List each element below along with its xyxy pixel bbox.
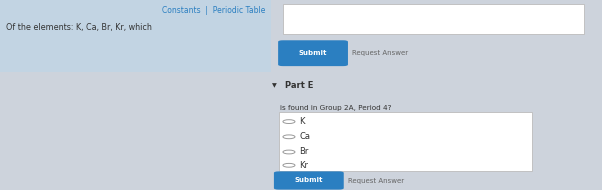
Text: Br: Br [299, 147, 309, 157]
Text: is found in Group 2A, Period 4?: is found in Group 2A, Period 4? [280, 105, 391, 111]
Text: Kr: Kr [299, 161, 308, 170]
Text: Request Answer: Request Answer [348, 177, 404, 184]
Text: Submit: Submit [299, 50, 327, 56]
FancyBboxPatch shape [283, 4, 584, 34]
FancyBboxPatch shape [278, 40, 348, 66]
Text: K: K [299, 117, 305, 126]
FancyBboxPatch shape [279, 112, 532, 171]
Text: Submit: Submit [294, 177, 323, 184]
Text: ▼: ▼ [272, 83, 276, 88]
FancyBboxPatch shape [274, 171, 344, 190]
Text: Constants  |  Periodic Table: Constants | Periodic Table [161, 6, 265, 15]
FancyBboxPatch shape [0, 0, 271, 72]
Text: Of the elements: K, Ca, Br, Kr, which: Of the elements: K, Ca, Br, Kr, which [6, 23, 152, 32]
Text: Ca: Ca [299, 132, 310, 141]
Text: Request Answer: Request Answer [352, 50, 408, 56]
Text: Part E: Part E [285, 81, 313, 90]
